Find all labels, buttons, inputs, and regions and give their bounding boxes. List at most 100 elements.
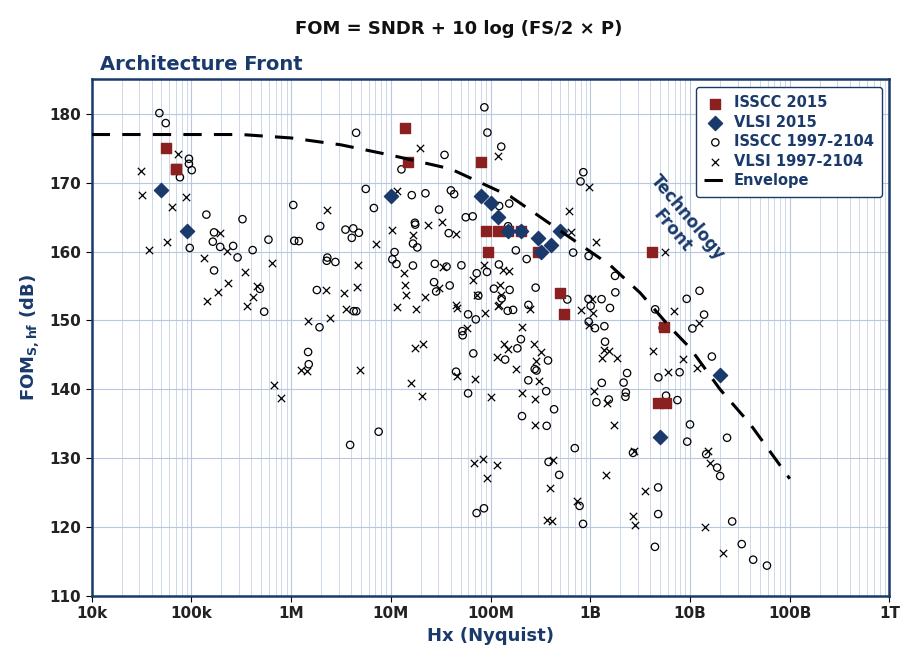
ISSCC 1997-2104 (588, 323, 602, 334)
VLSI 1997-2104 (564, 227, 579, 238)
ISSCC 1997-2104 (343, 440, 358, 450)
ISSCC 1997-2104 (347, 306, 361, 316)
ISSCC 1997-2104 (172, 172, 187, 183)
ISSCC 1997-2104 (182, 243, 197, 254)
VLSI 1997-2104 (584, 293, 599, 304)
ISSCC 2015 (159, 143, 173, 154)
ISSCC 1997-2104 (346, 223, 360, 234)
VLSI 1997-2104 (421, 220, 436, 230)
ISSCC 1997-2104 (480, 267, 494, 277)
ISSCC 1997-2104 (439, 261, 454, 272)
ISSCC 1997-2104 (720, 432, 735, 443)
ISSCC 1997-2104 (152, 108, 167, 118)
ISSCC 1997-2104 (583, 301, 598, 311)
ISSCC 1997-2104 (477, 102, 492, 113)
ISSCC 1997-2104 (672, 367, 687, 377)
ISSCC 1997-2104 (528, 282, 543, 293)
ISSCC 1997-2104 (252, 283, 267, 294)
VLSI 1997-2104 (397, 268, 412, 279)
ISSCC 1997-2104 (205, 236, 220, 247)
VLSI 1997-2104 (213, 228, 227, 238)
VLSI 1997-2104 (246, 292, 260, 303)
VLSI 1997-2104 (675, 354, 690, 364)
Envelope (665, 323, 676, 331)
ISSCC 1997-2104 (494, 293, 509, 304)
ISSCC 1997-2104 (426, 277, 441, 287)
VLSI 1997-2104 (436, 261, 450, 272)
VLSI 1997-2104 (543, 483, 558, 493)
ISSCC 1997-2104 (620, 368, 635, 379)
VLSI 1997-2104 (415, 339, 430, 350)
ISSCC 1997-2104 (697, 309, 712, 320)
ISSCC 1997-2104 (371, 426, 386, 437)
VLSI 1997-2104 (249, 281, 264, 291)
VLSI 1997-2104 (273, 393, 288, 404)
ISSCC 1997-2104 (699, 449, 713, 459)
ISSCC 1997-2104 (345, 232, 359, 243)
VLSI 1997-2104 (299, 366, 314, 377)
ISSCC 1997-2104 (460, 388, 475, 399)
Envelope (236, 130, 247, 138)
VLSI 1997-2104 (569, 495, 584, 506)
Envelope (286, 134, 297, 142)
X-axis label: Hx (Nyquist): Hx (Nyquist) (427, 627, 554, 645)
ISSCC 2015 (481, 246, 496, 257)
ISSCC 1997-2104 (704, 352, 719, 362)
VLSI 1997-2104 (448, 229, 463, 240)
VLSI 1997-2104 (417, 291, 432, 302)
ISSCC 1997-2104 (692, 285, 707, 296)
ISSCC 1997-2104 (494, 141, 509, 152)
VLSI 1997-2104 (468, 374, 482, 385)
VLSI 1997-2104 (602, 346, 616, 356)
VLSI 1997-2104 (399, 290, 414, 301)
ISSCC 1997-2104 (651, 509, 666, 520)
VLSI 1997-2104 (448, 300, 463, 310)
ISSCC 1997-2104 (481, 127, 495, 138)
ISSCC 1997-2104 (492, 201, 506, 211)
ISSCC 2015 (646, 246, 660, 257)
ISSCC 1997-2104 (389, 259, 403, 269)
ISSCC 1997-2104 (510, 343, 525, 354)
Envelope (535, 213, 546, 221)
ISSCC 1997-2104 (466, 348, 481, 359)
ISSCC 1997-2104 (405, 238, 420, 249)
ISSCC 1997-2104 (182, 158, 196, 169)
VLSI 1997-2104 (480, 248, 494, 259)
ISSCC 1997-2104 (573, 176, 588, 187)
ISSCC 1997-2104 (387, 247, 402, 258)
ISSCC 1997-2104 (679, 436, 694, 447)
ISSCC 2015 (401, 157, 415, 167)
ISSCC 1997-2104 (206, 227, 221, 238)
ISSCC 1997-2104 (235, 214, 249, 224)
Envelope (585, 248, 596, 256)
VLSI 1997-2104 (171, 148, 185, 159)
ISSCC 1997-2104 (501, 306, 515, 316)
Envelope (446, 165, 457, 173)
VLSI 1997-2104 (702, 446, 716, 456)
Envelope (565, 234, 576, 242)
ISSCC 2015 (514, 226, 528, 236)
ISSCC 1997-2104 (441, 228, 456, 238)
VLSI 1997-2104 (319, 284, 334, 295)
ISSCC 1997-2104 (257, 307, 271, 317)
VLSI 1997-2104 (491, 301, 505, 312)
ISSCC 1997-2104 (576, 167, 591, 177)
VLSI 1997-2104 (293, 365, 308, 375)
VLSI 1997-2104 (449, 371, 464, 381)
VLSI 1997-2104 (492, 300, 507, 310)
ISSCC 1997-2104 (454, 260, 469, 271)
VLSI 1997-2104 (338, 303, 353, 314)
ISSCC 2015 (492, 226, 506, 236)
VLSI 2015 (553, 226, 568, 236)
VLSI 1997-2104 (337, 288, 351, 299)
ISSCC 1997-2104 (230, 252, 245, 263)
VLSI 1997-2104 (480, 473, 494, 484)
VLSI 1997-2104 (637, 485, 652, 496)
VLSI 1997-2104 (500, 344, 514, 354)
VLSI 1997-2104 (540, 514, 555, 525)
ISSCC 1997-2104 (432, 205, 447, 215)
VLSI 1997-2104 (414, 391, 429, 402)
ISSCC 1997-2104 (547, 404, 561, 414)
ISSCC 1997-2104 (328, 257, 343, 267)
ISSCC 1997-2104 (460, 309, 475, 320)
